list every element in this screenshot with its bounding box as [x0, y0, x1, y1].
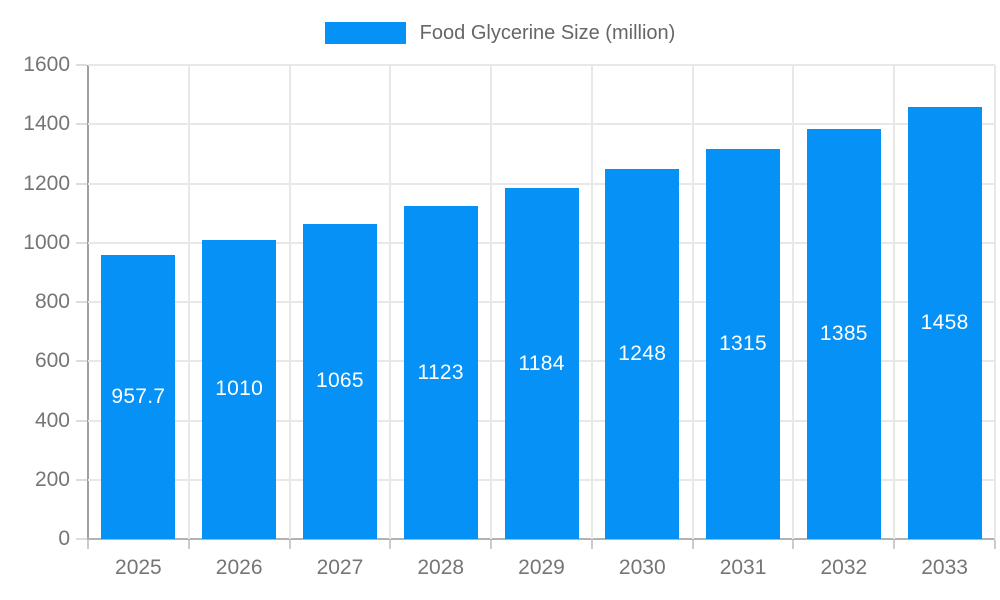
- bar-value-label: 957.7: [111, 385, 166, 409]
- bar-value-label: 1010: [215, 377, 264, 401]
- x-gridline: [187, 65, 190, 539]
- legend-swatch-icon: [324, 22, 406, 44]
- x-axis-tick-label: 2029: [518, 556, 565, 579]
- bar[interactable]: 1315: [706, 149, 781, 539]
- y-axis-tick-label: 800: [34, 290, 70, 313]
- bar[interactable]: 1184: [504, 188, 579, 539]
- y-axis-tick: [76, 360, 87, 363]
- x-axis-tick: [893, 540, 896, 549]
- x-gridline: [490, 65, 493, 539]
- bar-value-label: 1458: [920, 311, 969, 335]
- bar[interactable]: 957.7: [101, 255, 176, 539]
- x-gridline: [590, 65, 593, 539]
- x-axis-tick-label: 2028: [417, 556, 465, 579]
- y-axis-labels: 0 200 400 600 800 1000 1200 1400 1600: [0, 53, 70, 550]
- bar[interactable]: 1248: [605, 169, 680, 539]
- x-axis-tick-label: 2030: [618, 556, 666, 579]
- bar[interactable]: 1458: [907, 107, 982, 539]
- legend-label: Food Glycerine Size (million): [419, 21, 676, 44]
- y-axis-tick-label: 200: [34, 467, 70, 491]
- y-axis-tick-label: 1600: [23, 53, 70, 76]
- y-axis-tick: [76, 419, 87, 422]
- y-axis-tick: [76, 182, 87, 185]
- x-gridline: [792, 65, 795, 539]
- bar[interactable]: 1385: [806, 128, 881, 539]
- y-axis-tick-label: 1200: [23, 171, 70, 195]
- bar-value-label: 1184: [518, 351, 565, 375]
- x-axis-tick: [691, 540, 694, 549]
- x-axis-tick-label: 2031: [719, 556, 767, 579]
- y-axis-tick-label: 400: [34, 408, 70, 432]
- bar-value-label: 1248: [618, 342, 667, 366]
- y-axis-tick-label: 1000: [23, 230, 70, 254]
- y-gridline: [88, 64, 995, 66]
- y-axis-tick: [76, 538, 87, 540]
- plot-area: 957.7 1010 1065 1123 1184 1248 1315 1385 1458: [76, 64, 996, 549]
- x-axis-labels: 2025 2026 2027 2028 2029 2030 2031 2032 2033: [88, 552, 995, 586]
- bar-value-label: 1315: [719, 332, 767, 356]
- x-axis-tick-label: 2032: [820, 556, 868, 579]
- x-gridline: [893, 65, 896, 539]
- x-axis-tick: [994, 540, 996, 549]
- x-axis-tick: [288, 540, 291, 549]
- chart-legend[interactable]: Food Glycerine Size (million): [0, 14, 1000, 52]
- x-axis-tick-label: 2033: [921, 556, 968, 579]
- y-axis-tick-label: 600: [34, 349, 70, 373]
- bar-value-label: 1385: [819, 321, 868, 345]
- bar[interactable]: 1010: [202, 239, 277, 539]
- x-axis-tick: [792, 540, 795, 549]
- x-gridline: [288, 65, 291, 539]
- x-axis-line: [87, 538, 995, 540]
- y-axis-tick-label: 1400: [23, 112, 70, 136]
- y-axis-tick: [76, 123, 87, 126]
- y-axis-tick-label: 0: [58, 527, 70, 550]
- y-axis-tick: [76, 301, 87, 303]
- bar[interactable]: 1065: [302, 223, 377, 539]
- x-gridline: [389, 65, 392, 539]
- x-axis-tick: [87, 540, 89, 549]
- x-axis-tick-label: 2025: [115, 556, 162, 579]
- x-gridline: [691, 65, 694, 539]
- y-gridline: [88, 182, 995, 185]
- x-axis-tick-label: 2026: [215, 556, 263, 579]
- x-axis-tick: [389, 540, 392, 549]
- y-gridline: [88, 123, 995, 126]
- bar-value-label: 1065: [315, 369, 364, 393]
- bar-value-label: 1123: [417, 360, 464, 384]
- bar[interactable]: 1123: [403, 206, 478, 539]
- x-gridline: [994, 65, 996, 539]
- x-axis-tick-label: 2027: [316, 556, 364, 579]
- x-axis-tick: [490, 540, 493, 549]
- y-axis-tick: [76, 478, 87, 481]
- x-axis-tick: [590, 540, 593, 549]
- y-axis-tick: [76, 64, 87, 66]
- x-axis-tick: [187, 540, 190, 549]
- y-axis-tick: [76, 241, 87, 244]
